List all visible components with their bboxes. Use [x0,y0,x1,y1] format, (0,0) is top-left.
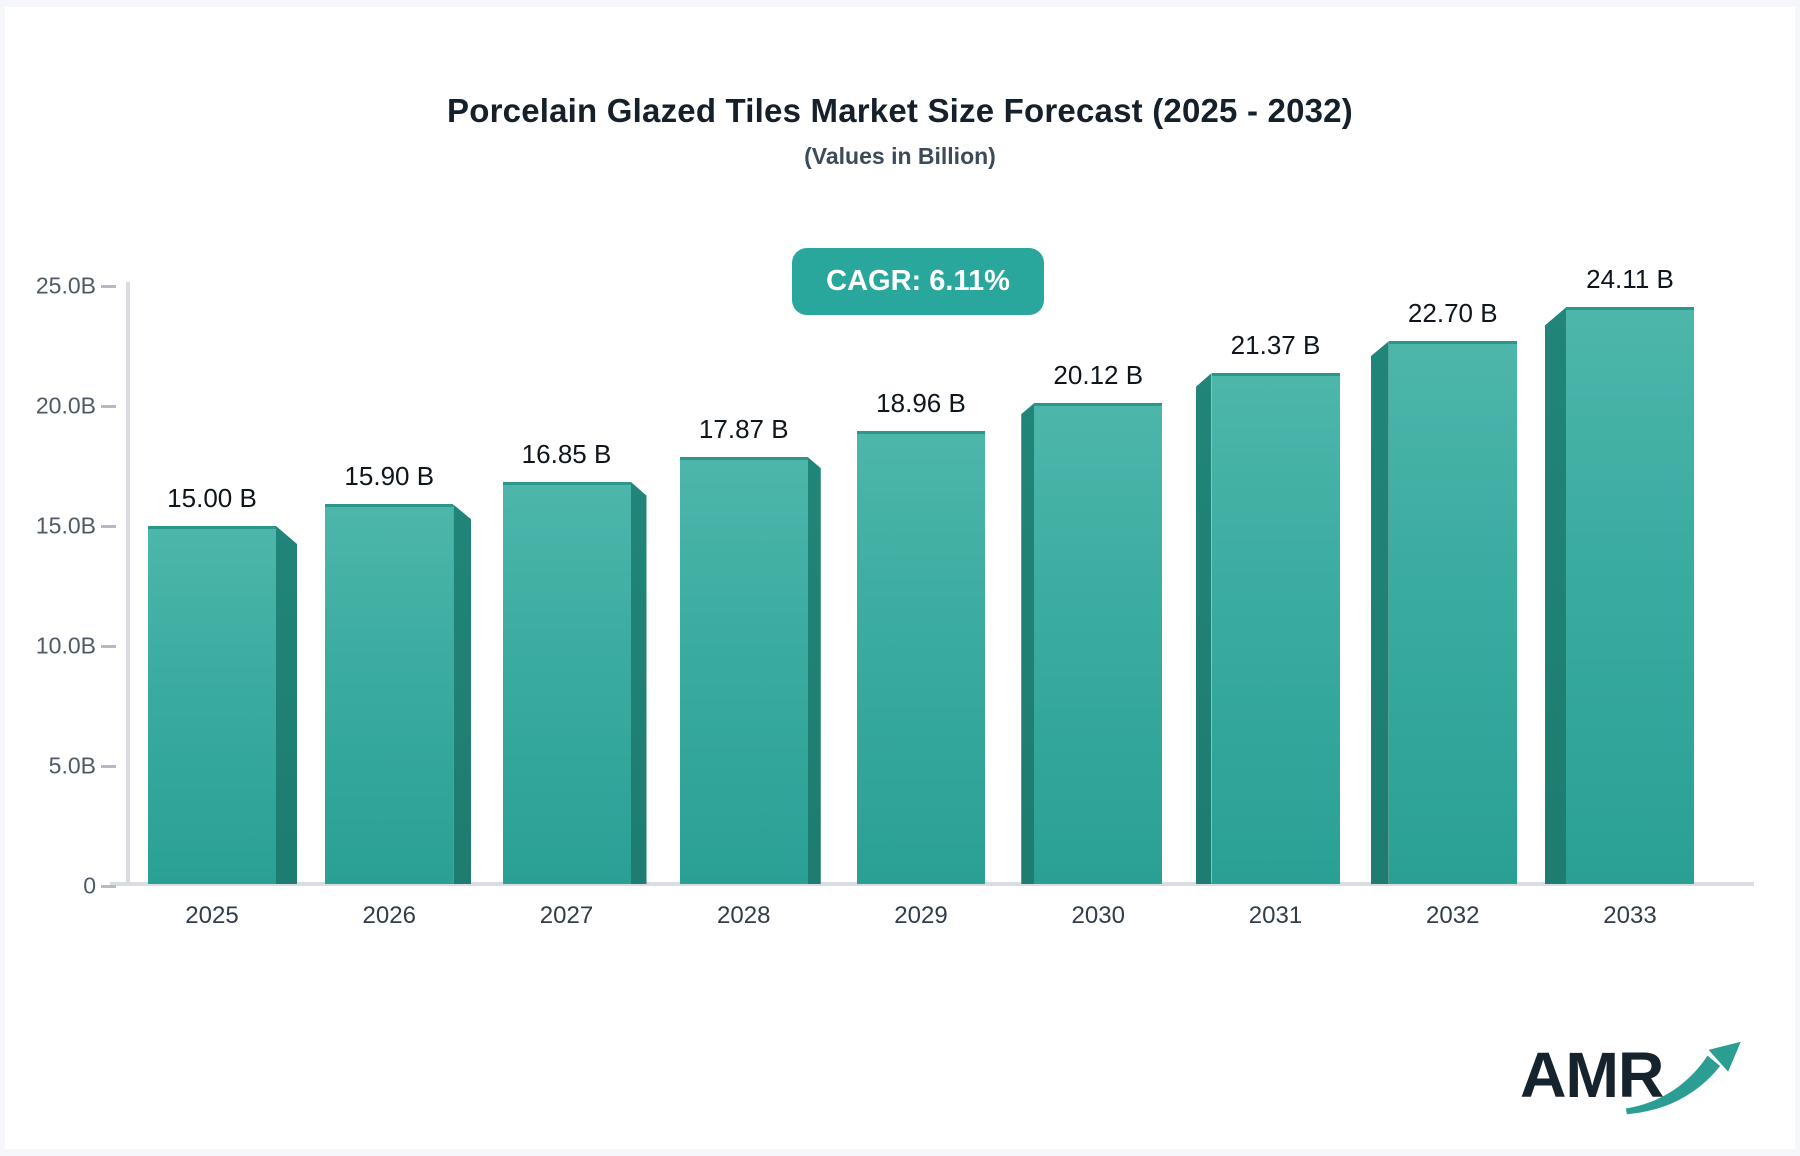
bar-value-label: 24.11 B [1586,264,1674,295]
y-tick-label: 15.0B [35,512,96,539]
x-axis-label: 2031 [1248,902,1303,929]
bar-2031 [1195,373,1340,884]
y-tick-dash [101,644,116,648]
x-axis-label: 2029 [894,902,948,929]
bar-2028 [679,457,821,884]
bar-value-label: 20.12 B [1053,360,1144,391]
bar-body [1034,403,1163,884]
bar-side-3d [1021,403,1035,884]
y-tick-dash [101,404,116,408]
x-axis-label: 2030 [1071,902,1125,929]
y-tick-label: 5.0B [48,752,96,779]
bar-side-3d [1370,341,1389,884]
amr-logo-arrowhead-icon [1708,1041,1741,1072]
x-axis-label: 2025 [185,902,239,929]
cagr-badge: CAGR: 6.11% [792,248,1044,315]
bar-side-3d [453,504,472,884]
bar-side-3d [1195,373,1212,884]
y-tick-dash [101,524,116,528]
bar-side-3d [276,526,297,884]
amr-logo: AMR [1520,1039,1741,1115]
bar-2026 [325,504,472,884]
y-tick-label: 25.0B [35,272,96,299]
bar-body [679,457,808,884]
bar-side-3d [807,457,821,884]
bar-body [1211,373,1340,884]
chart-title: Porcelain Glazed Tiles Market Size Forec… [447,92,1353,129]
amr-logo-arrow-icon [1625,1055,1721,1115]
bar-side-3d [1545,307,1566,884]
bar-value-label: 21.37 B [1230,330,1321,361]
bar-2025 [148,526,297,884]
bar-side-3d [630,481,647,884]
bar-value-label: 22.70 B [1407,298,1498,329]
bar-body [1388,341,1517,884]
y-tick-label: 20.0B [35,392,96,419]
bar-body [502,481,631,884]
y-tick-dash [101,884,116,888]
bar-2027 [502,481,647,884]
y-tick-dash [101,764,116,768]
bar-2032 [1370,341,1517,884]
x-axis-baseline [110,882,1754,886]
bar-value-label: 15.00 B [167,483,257,513]
y-tick-label: 10.0B [35,632,96,659]
x-axis-label: 2026 [362,902,416,929]
bar-body [1566,307,1694,884]
bar-body [325,504,454,884]
bar-value-label: 16.85 B [521,438,612,469]
y-tick-dash [101,284,116,288]
bar-value-label: 18.96 B [876,387,966,418]
x-axis-label: 2033 [1603,902,1657,929]
bar-2029 [857,430,985,884]
bar-value-label: 17.87 B [698,414,789,445]
x-axis-label: 2027 [539,902,594,929]
x-axis-label: 2032 [1426,902,1480,929]
bar-body [148,526,276,884]
cagr-badge-label: CAGR: 6.11% [826,265,1010,297]
bar-2033 [1545,307,1694,884]
x-axis-label: 2028 [717,902,771,929]
chart-subtitle: (Values in Billion) [804,143,996,169]
bar-body [857,430,985,884]
amr-logo-text: AMR [1520,1039,1664,1111]
y-axis-line [126,282,130,886]
y-tick-label: 0 [83,872,96,899]
bar-2030 [1021,403,1163,884]
bar-value-label: 15.90 B [344,461,435,492]
